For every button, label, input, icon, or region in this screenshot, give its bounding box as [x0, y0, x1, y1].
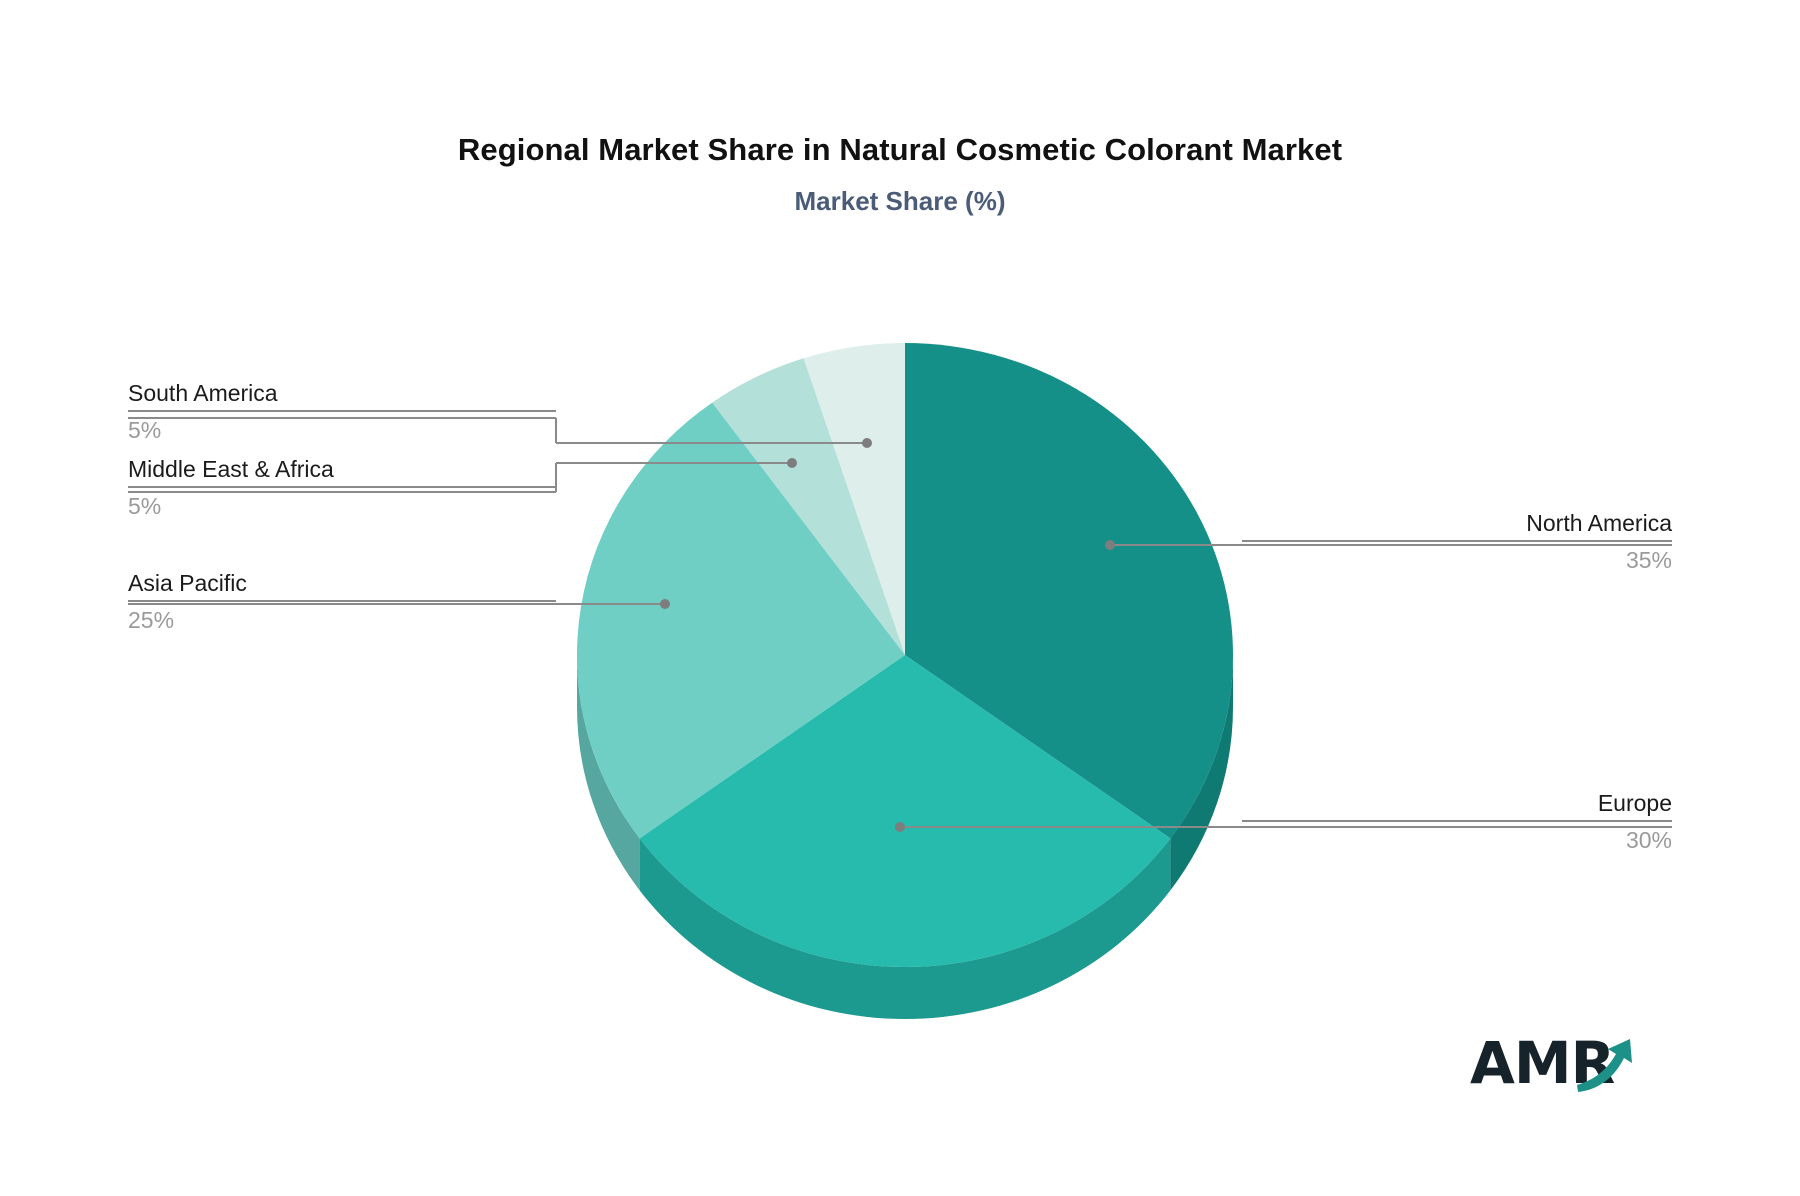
pie-slice-side	[639, 838, 1171, 1019]
pie-slice-side	[1170, 655, 1233, 891]
callout-label: North America	[1526, 510, 1672, 536]
callout-label: Europe	[1597, 790, 1672, 816]
leader-dot	[895, 822, 905, 832]
callout-middle-east-africa[interactable]: Middle East & Africa 5%	[128, 454, 556, 521]
pie-slice-north-america[interactable]	[905, 343, 1233, 839]
leader-dot	[1105, 540, 1115, 550]
leader-dot	[787, 458, 797, 468]
pie-slice-europe[interactable]	[639, 655, 1171, 967]
leader-dot	[660, 599, 670, 609]
callout-label: Middle East & Africa	[128, 456, 334, 482]
pie-3d-depth	[577, 655, 1233, 1019]
amr-logo: AMR	[1470, 1030, 1632, 1097]
leader-dot	[862, 438, 872, 448]
callout-label: South America	[128, 380, 278, 406]
callout-value: 5%	[128, 417, 162, 443]
pie-slice-middle-east-africa[interactable]	[712, 358, 905, 655]
leader-lines	[128, 417, 1672, 832]
callout-value: 5%	[128, 493, 162, 519]
callout-rule	[1242, 820, 1672, 822]
callout-value: 25%	[128, 607, 175, 633]
callout-north-america[interactable]: North America 35%	[1242, 508, 1672, 575]
callout-rule	[128, 410, 556, 412]
callout-rule	[128, 600, 556, 602]
callout-value: 30%	[1625, 827, 1672, 853]
callout-value: 35%	[1625, 547, 1672, 573]
callout-europe[interactable]: Europe 30%	[1242, 788, 1672, 855]
callout-rule	[1242, 540, 1672, 542]
callout-rule	[128, 486, 556, 488]
chart-subtitle: Market Share (%)	[794, 186, 1006, 216]
callout-label: Asia Pacific	[128, 570, 247, 596]
pie-slices	[576, 343, 1233, 967]
pie-slice-asia-pacific[interactable]	[576, 402, 905, 839]
callout-asia-pacific[interactable]: Asia Pacific 25%	[128, 568, 556, 635]
pie-slice-south-america[interactable]	[803, 343, 905, 655]
chart-title: Regional Market Share in Natural Cosmeti…	[457, 132, 1343, 167]
arrow-up-right-icon	[1577, 1039, 1632, 1092]
pie-slice-side	[577, 655, 640, 891]
callout-south-america[interactable]: South America 5%	[128, 378, 556, 445]
